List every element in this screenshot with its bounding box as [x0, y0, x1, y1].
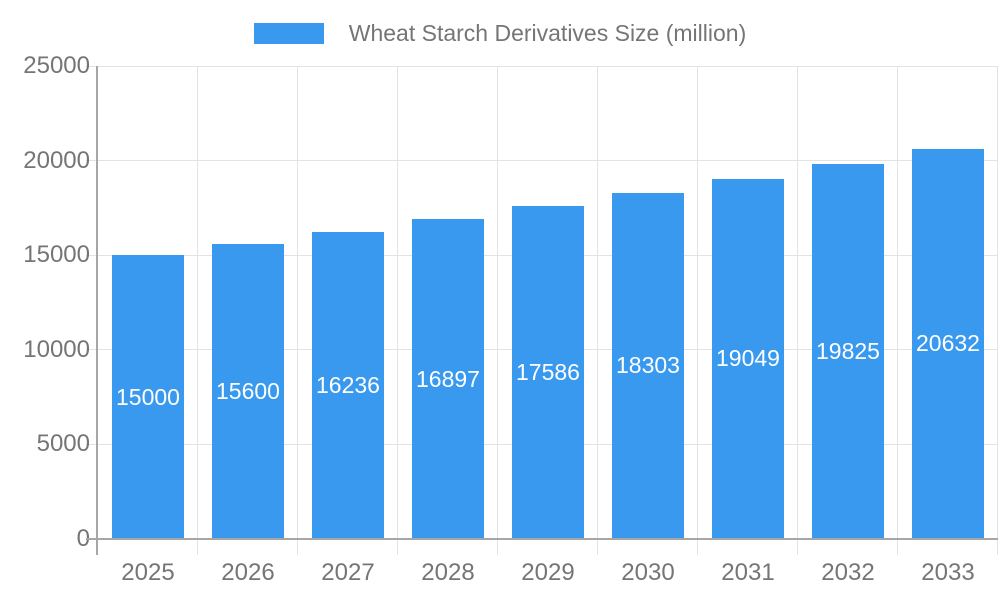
- x-axis-tick-label: 2028: [421, 559, 475, 586]
- y-gridline: [86, 65, 998, 67]
- y-axis-tick-label: 15000: [23, 241, 90, 269]
- bar-2026: 15600: [212, 243, 284, 538]
- x-axis-tick-label: 2032: [821, 559, 875, 586]
- bar-value-label: 19049: [716, 345, 780, 372]
- x-gridline: [197, 66, 198, 555]
- x-gridline: [797, 66, 798, 555]
- bar-value-label: 20632: [916, 330, 980, 357]
- x-axis-tick-label: 2033: [921, 559, 975, 586]
- x-axis-tick-label: 2029: [521, 559, 575, 586]
- x-gridline: [297, 66, 298, 555]
- bar-2027: 16236: [312, 231, 384, 538]
- bar-2029: 17586: [512, 206, 584, 538]
- x-axis-tick-label: 2031: [721, 559, 775, 586]
- y-axis-tick-label: 10000: [23, 335, 90, 363]
- legend-swatch: [253, 23, 324, 44]
- bar-2033: 20632: [912, 148, 984, 538]
- x-gridline: [697, 66, 698, 555]
- bar-value-label: 17586: [516, 359, 580, 386]
- bar-value-label: 19825: [816, 337, 880, 364]
- y-axis-line: [96, 66, 98, 555]
- bar-value-label: 15000: [116, 383, 180, 410]
- x-gridline: [397, 66, 398, 555]
- x-gridline: [897, 66, 898, 555]
- bar-value-label: 16236: [316, 371, 380, 398]
- bar-2028: 16897: [412, 219, 484, 538]
- x-gridline: [497, 66, 498, 555]
- bar-value-label: 15600: [216, 377, 280, 404]
- bar-value-label: 16897: [416, 365, 480, 392]
- x-axis-tick-label: 2027: [321, 559, 375, 586]
- bar-2025: 15000: [112, 255, 184, 538]
- bar-2032: 19825: [812, 163, 884, 538]
- bar-value-label: 18303: [616, 352, 680, 379]
- x-gridline: [597, 66, 598, 555]
- x-axis-line: [86, 538, 998, 540]
- bar-2030: 18303: [612, 192, 684, 538]
- y-axis-tick-label: 25000: [23, 52, 90, 79]
- x-axis-tick-label: 2025: [121, 559, 175, 586]
- y-axis-tick-label: 5000: [36, 430, 90, 458]
- y-axis-tick-label: 0: [76, 525, 90, 552]
- legend-label: Wheat Starch Derivatives Size (million): [348, 20, 747, 46]
- y-axis-tick-label: 20000: [23, 146, 90, 174]
- x-axis-tick-label: 2030: [621, 559, 675, 586]
- bar-2031: 19049: [712, 178, 784, 538]
- chart-legend: Wheat Starch Derivatives Size (million): [0, 20, 1000, 47]
- x-axis-tick-label: 2026: [221, 559, 275, 586]
- x-gridline: [997, 66, 998, 555]
- y-gridline: [86, 160, 998, 162]
